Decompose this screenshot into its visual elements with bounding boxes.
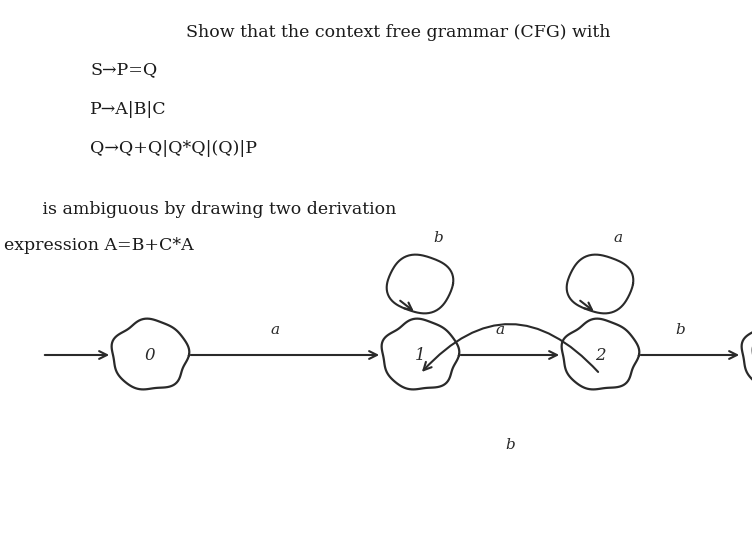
Text: a: a [496,323,505,337]
Text: expression A=B+C*A: expression A=B+C*A [4,236,193,254]
Text: b: b [505,438,515,452]
Text: 1: 1 [414,347,426,363]
FancyArrowPatch shape [423,324,598,372]
Text: Show that the context free grammar (CFG) with: Show that the context free grammar (CFG)… [186,24,611,41]
Text: b: b [675,323,685,337]
Text: b: b [433,231,443,245]
Text: Q→Q+Q|Q*Q|(Q)|P: Q→Q+Q|Q*Q|(Q)|P [90,140,257,157]
Text: a: a [271,323,280,337]
Text: P→A|B|C: P→A|B|C [90,101,167,118]
Text: 0: 0 [144,347,156,363]
Text: a: a [614,231,623,245]
Text: 2: 2 [595,347,605,363]
Text: is ambiguous by drawing two derivation: is ambiguous by drawing two derivation [4,201,402,218]
Text: S→P=Q: S→P=Q [90,62,157,79]
